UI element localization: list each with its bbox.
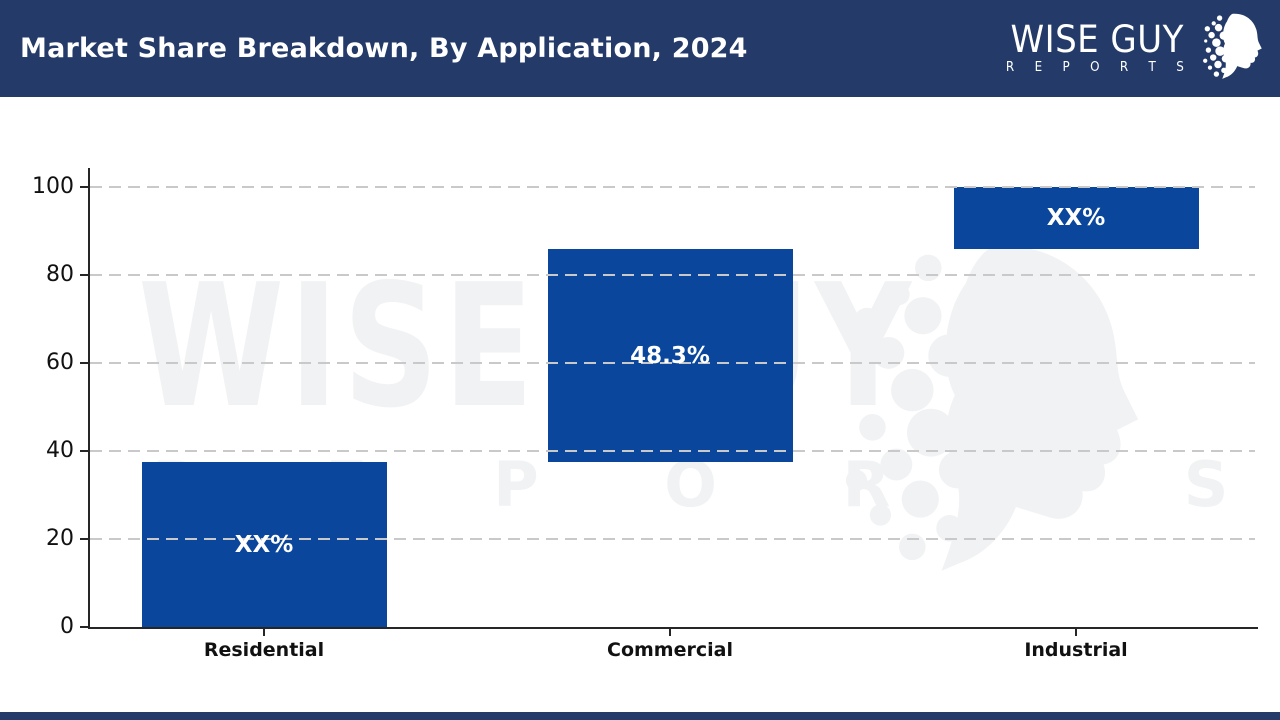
bar-value-label: 48.3% — [630, 342, 710, 369]
page-title: Market Share Breakdown, By Application, … — [20, 33, 748, 64]
watermark-head-icon — [845, 246, 1139, 571]
gridline — [90, 450, 1255, 452]
logo-head-icon — [1203, 13, 1262, 79]
bar-commercial — [547, 249, 793, 462]
y-tick-label: 0 — [60, 614, 74, 639]
y-tick-mark — [80, 274, 88, 276]
x-tick-label: Residential — [203, 639, 325, 661]
x-tick-label: Industrial — [1024, 639, 1128, 661]
y-tick-label: 100 — [32, 174, 74, 199]
x-tick-mark — [263, 629, 265, 636]
bar-value-label: XX% — [234, 531, 294, 558]
gridline — [90, 186, 1255, 188]
y-tick-mark — [80, 362, 88, 364]
logo-subtext: R E P O R T S — [1005, 60, 1192, 75]
watermark-wordmark: WISE GUY — [138, 248, 916, 446]
y-tick-mark — [80, 186, 88, 188]
logo-wordmark: WISE GUY — [1010, 18, 1184, 61]
y-tick-mark — [80, 450, 88, 452]
bar-residential — [141, 462, 387, 627]
x-tick-mark — [1075, 629, 1077, 636]
x-tick-label: Commercial — [607, 639, 733, 661]
y-tick-mark — [80, 626, 88, 628]
bar-value-label: XX% — [1046, 205, 1106, 232]
y-tick-label: 20 — [46, 526, 74, 551]
y-tick-label: 60 — [46, 350, 74, 375]
x-tick-mark — [669, 629, 671, 636]
top-bar: Market Share Breakdown, By Application, … — [0, 0, 1280, 97]
y-tick-label: 80 — [46, 262, 74, 287]
gridline — [90, 538, 1255, 540]
footer-bar — [0, 712, 1280, 720]
y-axis-spine — [88, 168, 90, 629]
gridline — [90, 274, 1255, 276]
gridline — [90, 362, 1255, 364]
logo-wordmark-block: WISE GUY R E P O R T S — [1002, 18, 1192, 75]
x-axis-spine — [88, 627, 1258, 629]
brand-logo: WISE GUY R E P O R T S — [994, 8, 1266, 90]
y-tick-mark — [80, 538, 88, 540]
y-tick-label: 40 — [46, 438, 74, 463]
bar-industrial — [953, 187, 1199, 250]
